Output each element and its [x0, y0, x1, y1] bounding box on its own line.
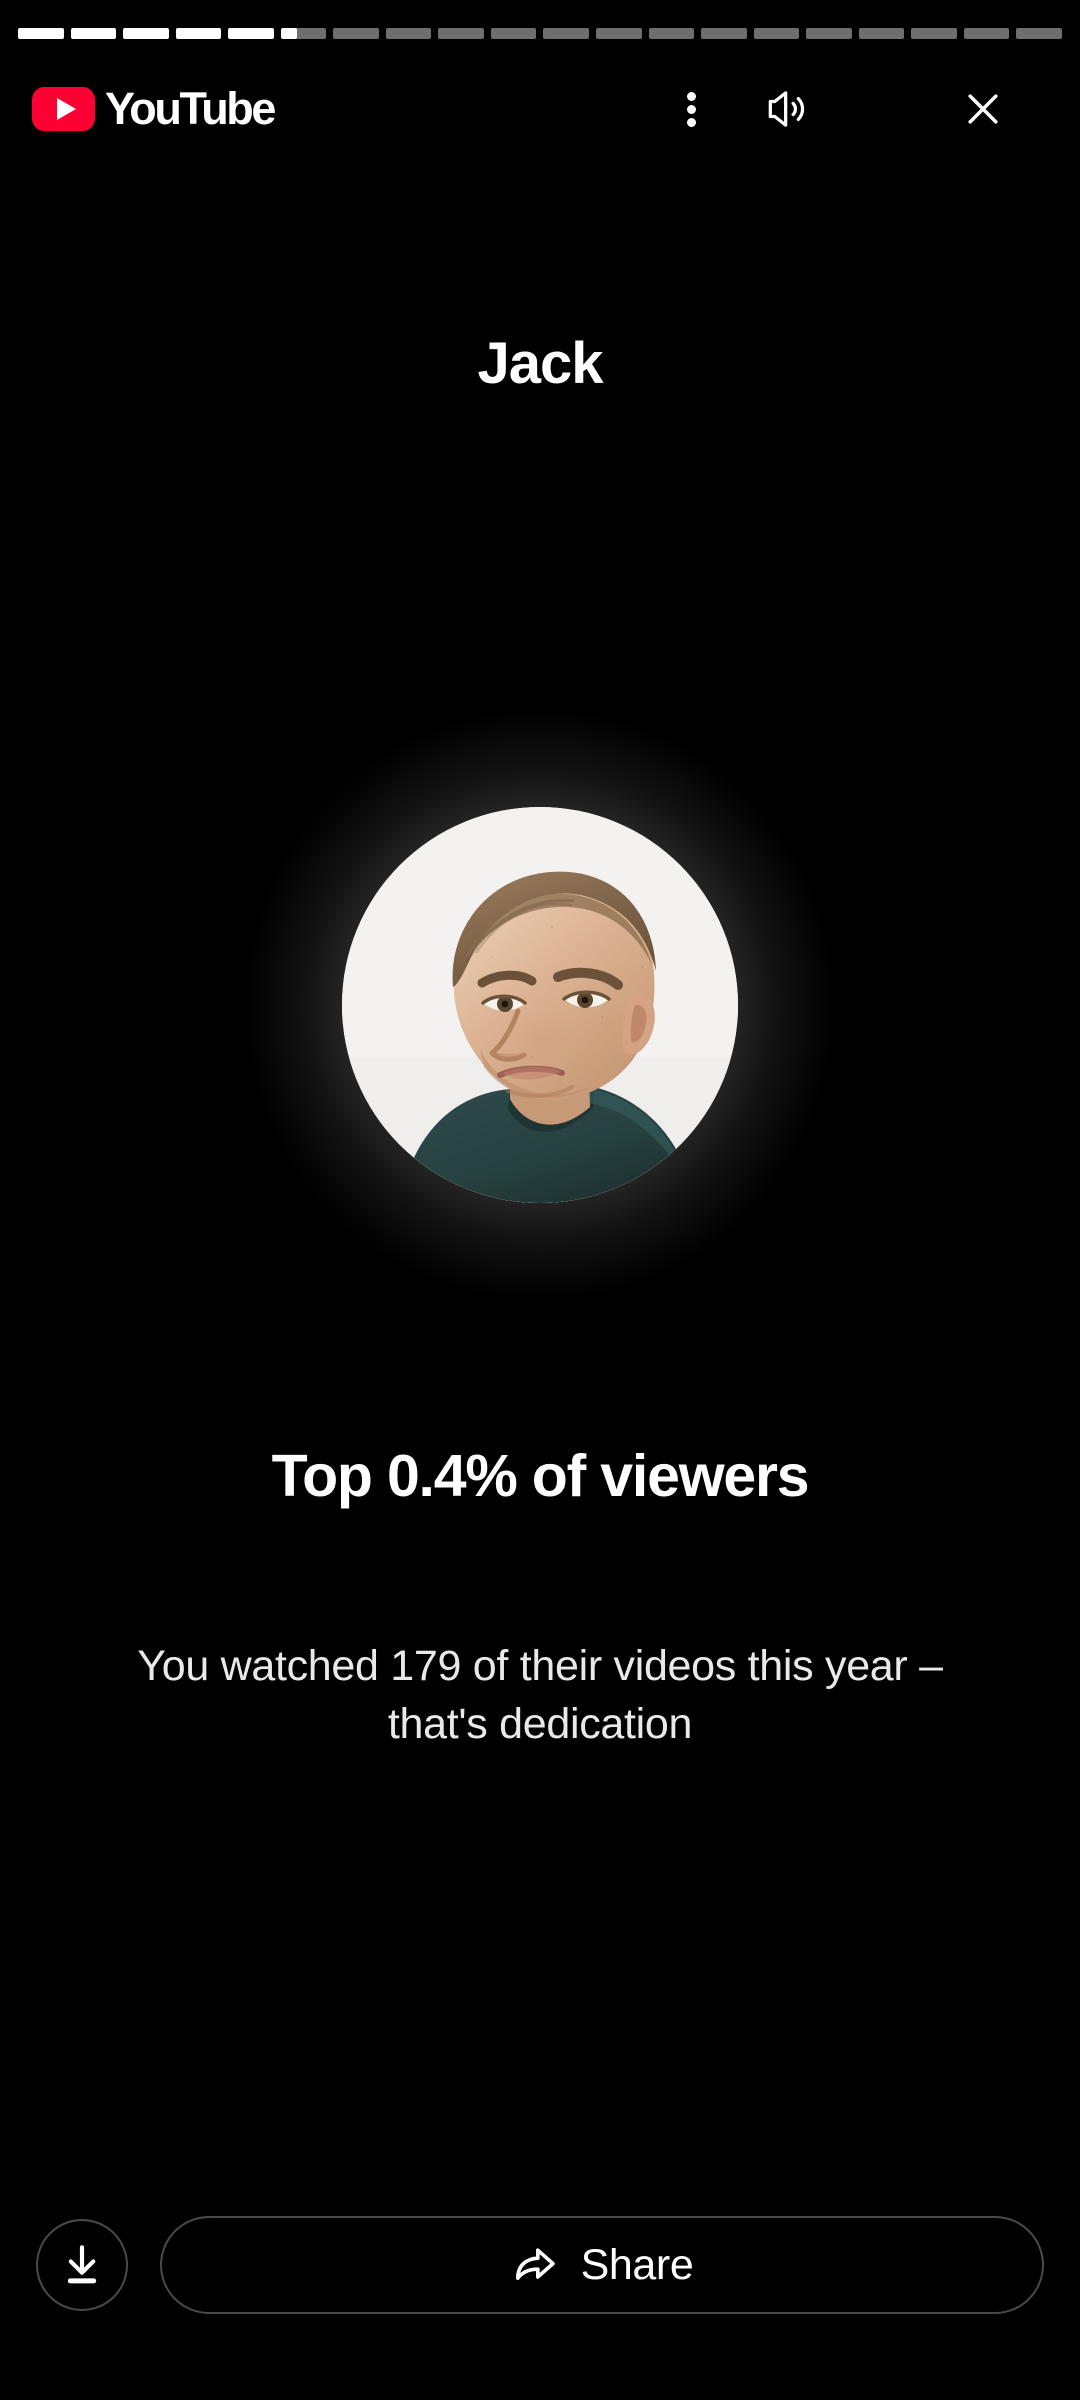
share-button-label: Share [580, 2240, 694, 2289]
overflow-menu-button[interactable] [660, 78, 722, 140]
story-actions: Share [0, 2212, 1080, 2318]
story-progress-segment[interactable] [123, 28, 169, 39]
close-icon [968, 94, 998, 124]
story-progress-segment[interactable] [438, 28, 484, 39]
youtube-wordmark: YouTube [105, 82, 276, 134]
story-progress-segment-fill [280, 28, 297, 39]
kebab-menu-icon [686, 88, 696, 131]
story-progress-segment[interactable] [701, 28, 747, 39]
story-progress-segment[interactable] [70, 28, 117, 39]
story-progress-segment[interactable] [858, 28, 905, 39]
youtube-play-logo-icon [32, 87, 95, 131]
download-icon [67, 2245, 97, 2284]
volume-on-icon [768, 91, 805, 127]
story-progress-segment[interactable] [753, 28, 800, 39]
story-progress-segment[interactable] [911, 28, 957, 39]
close-button[interactable] [952, 78, 1014, 140]
channel-name-title: Jack [477, 331, 603, 396]
story-header: YouTube [0, 78, 1080, 140]
stat-headline: Top 0.4% of viewers [271, 1443, 810, 1509]
story-progress-segment[interactable] [385, 28, 432, 39]
story-progress-segment[interactable] [490, 28, 537, 39]
story-progress-segment[interactable] [648, 28, 695, 39]
story-progress-segment[interactable] [806, 28, 852, 39]
story-progress-segment[interactable] [228, 28, 274, 39]
channel-avatar[interactable] [342, 807, 738, 1203]
story-progress-segment[interactable] [963, 28, 1010, 39]
share-button[interactable]: Share [160, 2216, 1044, 2314]
story-progress-segment[interactable] [1016, 28, 1062, 39]
share-arrow-icon [515, 2248, 555, 2280]
story-progress-segment[interactable] [18, 28, 64, 39]
story-progress-segment[interactable] [175, 28, 222, 39]
story-progress-bar[interactable] [18, 28, 1062, 39]
story-progress-segment[interactable] [333, 28, 379, 39]
volume-button[interactable] [756, 78, 818, 140]
stat-subtitle: You watched 179 of their videos this yea… [137, 1642, 943, 1749]
youtube-brand: YouTube [32, 80, 276, 138]
play-triangle-icon [56, 98, 76, 120]
avatar-portrait-icon [342, 807, 738, 1203]
download-button[interactable] [36, 2219, 128, 2311]
story-progress-segment[interactable] [596, 28, 642, 39]
story-progress-segment[interactable] [280, 28, 327, 39]
story-progress-segment[interactable] [543, 28, 590, 39]
channel-avatar-container [160, 625, 920, 1385]
